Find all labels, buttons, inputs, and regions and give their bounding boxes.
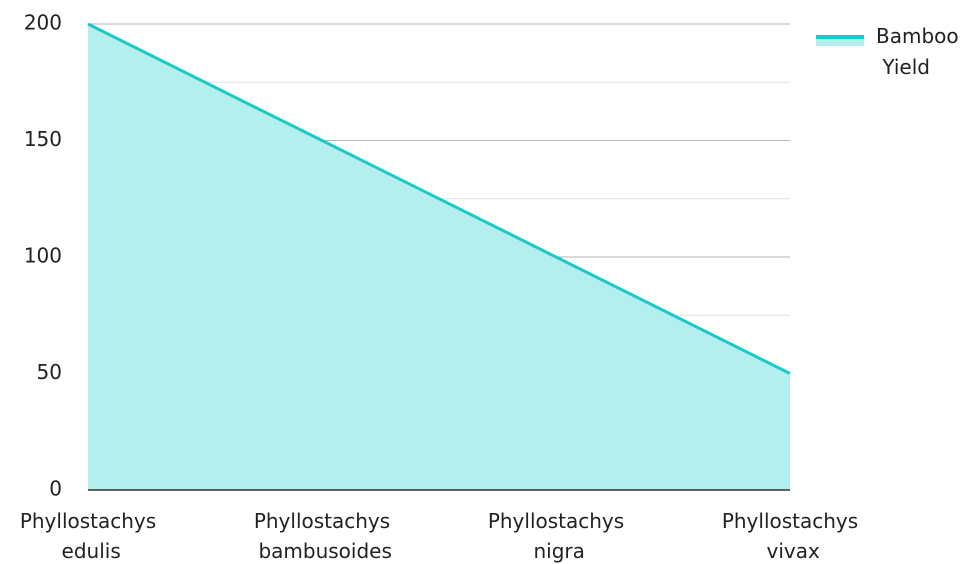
legend-swatch-fill <box>816 39 864 46</box>
x-tick-label: Phyllostachys bambusoides <box>252 509 392 563</box>
x-tick-label: Phyllostachys nigra <box>488 509 624 563</box>
x-tick-label: Phyllostachys edulis <box>20 509 156 563</box>
legend-label: Bamboo Yield <box>876 24 959 79</box>
area-line <box>87 22 791 375</box>
x-tick-label: Phyllostachys vivax <box>722 509 858 563</box>
y-tick-label: 150 <box>24 127 62 151</box>
y-tick-label: 0 <box>49 477 62 501</box>
y-tick-label: 200 <box>24 11 62 35</box>
y-tick-label: 100 <box>24 244 62 268</box>
area-fill <box>88 24 790 490</box>
y-tick-label: 50 <box>37 360 62 384</box>
